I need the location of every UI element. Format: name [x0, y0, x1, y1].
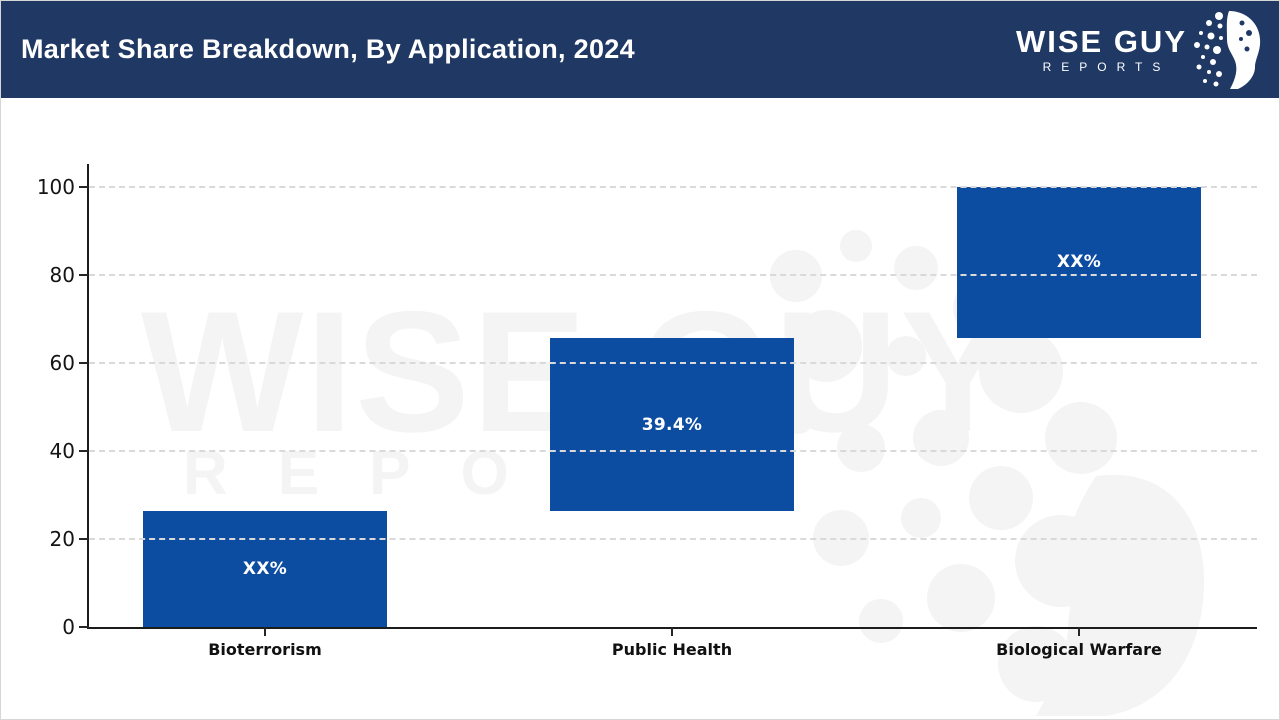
logo-reports-label: REPORTS — [1042, 59, 1171, 74]
logo-face-icon — [1194, 10, 1261, 89]
gridline-40 — [89, 450, 1257, 452]
y-tick-mark — [79, 538, 89, 540]
gridline-20 — [89, 538, 1257, 540]
y-tick-label: 100 — [36, 175, 75, 199]
y-tick-mark — [79, 626, 89, 628]
y-tick-mark — [79, 186, 89, 188]
x-tick-label: Public Health — [611, 640, 733, 659]
watermark-dots-icon — [770, 230, 1205, 716]
x-tick-mark — [1078, 627, 1080, 636]
x-tick-mark — [671, 627, 673, 636]
bar-value-label: XX% — [242, 559, 288, 580]
y-tick-label: 80 — [49, 263, 75, 287]
gridline-60 — [89, 362, 1257, 364]
page-title: Market Share Breakdown, By Application, … — [21, 34, 635, 64]
plot-area: WISE GUY REPORTS 020406080100XX%Bioterro… — [1, 98, 1279, 719]
bar-value-label: 39.4% — [641, 414, 703, 435]
x-tick-mark — [264, 627, 266, 636]
logo-wiseguy-label: WISE GUY — [1015, 24, 1187, 60]
bar-value-label: XX% — [1056, 252, 1102, 273]
bar-biological-warfare: XX% — [957, 187, 1201, 338]
bar-bioterrorism: XX% — [143, 511, 387, 627]
x-tick-label: Biological Warfare — [996, 640, 1162, 659]
y-tick-mark — [79, 362, 89, 364]
y-tick-label: 40 — [49, 439, 75, 463]
gridline-80 — [89, 274, 1257, 276]
bar-public-health: 39.4% — [550, 337, 794, 512]
y-tick-label: 60 — [49, 351, 75, 375]
header: Market Share Breakdown, By Application, … — [1, 1, 1279, 98]
y-axis-spine — [87, 164, 89, 629]
brand-logo-text: WISE GUY REPORTS — [1016, 26, 1187, 73]
brand-logo: WISE GUY REPORTS — [1016, 9, 1263, 91]
gridline-100 — [89, 186, 1257, 188]
y-tick-mark — [79, 450, 89, 452]
x-tick-label: Bioterrorism — [208, 640, 322, 659]
y-tick-mark — [79, 274, 89, 276]
y-tick-label: 0 — [62, 615, 75, 639]
y-tick-label: 20 — [49, 527, 75, 551]
